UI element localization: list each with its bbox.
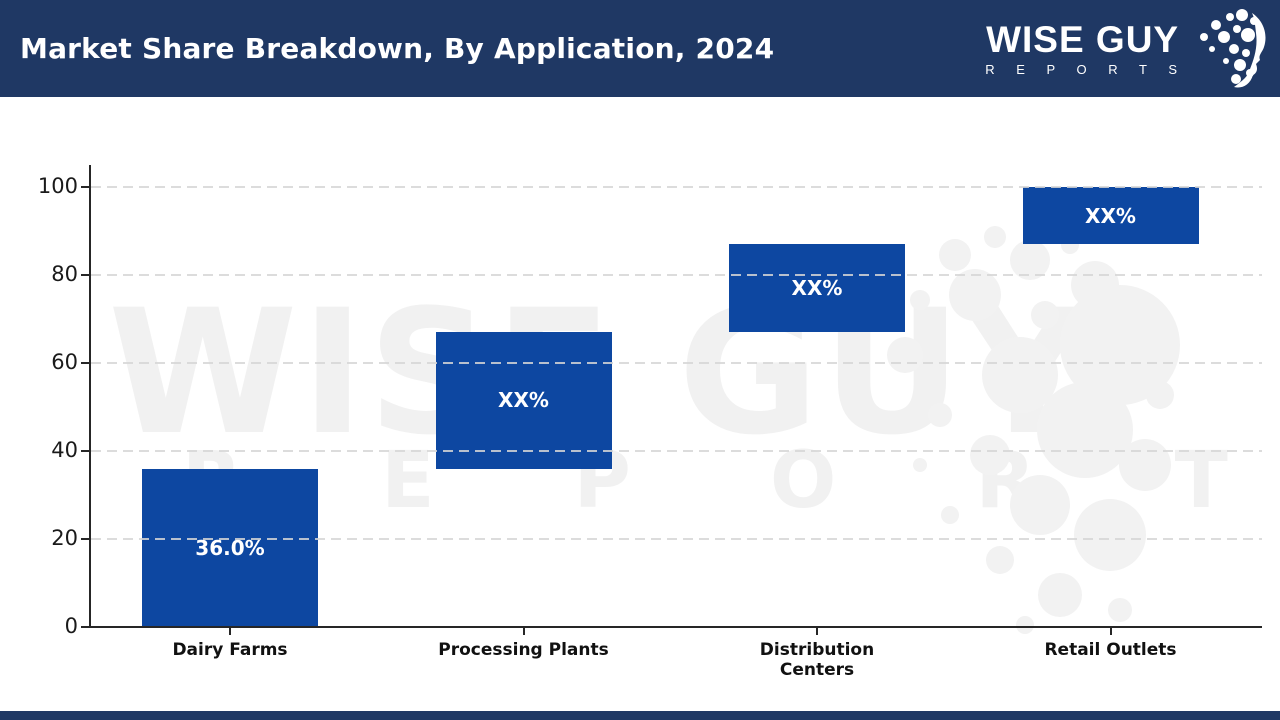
- gridline-y80: [91, 274, 1262, 276]
- brand-logo-text: WISE GUY R E P O R T S: [979, 21, 1186, 77]
- bar-segment-2: XX%: [435, 332, 612, 469]
- x-tick-mark-1: [229, 628, 231, 635]
- brand-logo: WISE GUY R E P O R T S: [979, 7, 1280, 91]
- watermark-dotted-head-icon: [887, 226, 1180, 634]
- x-tick-mark-2: [522, 628, 525, 635]
- y-tick-label-20: 20: [51, 526, 78, 550]
- bar-value-label: XX%: [791, 276, 843, 301]
- header-bar: Market Share Breakdown, By Application, …: [0, 0, 1280, 97]
- category-label-2: Processing Plants: [438, 640, 609, 660]
- bar-value-label: XX%: [498, 388, 549, 413]
- gridline-y40: [91, 450, 1262, 452]
- y-tick-mark-0: [81, 626, 89, 628]
- y-tick-mark-100: [81, 186, 89, 188]
- brand-name: WISE GUY: [986, 18, 1180, 60]
- x-tick-mark-3: [816, 628, 818, 635]
- bar-value-label: XX%: [1085, 203, 1136, 228]
- y-axis-line: [89, 165, 91, 628]
- category-label-3: Distribution Centers: [759, 640, 875, 681]
- y-tick-mark-20: [81, 538, 89, 540]
- y-tick-label-60: 60: [51, 350, 78, 374]
- x-tick-mark-4: [1109, 628, 1112, 635]
- bar-segment-4: XX%: [1022, 187, 1199, 245]
- y-tick-mark-40: [81, 450, 89, 452]
- bar-segment-1: 36.0%: [142, 468, 318, 627]
- y-tick-label-0: 0: [64, 614, 78, 638]
- footer-bar: [0, 711, 1280, 720]
- gridline-y20: [91, 538, 1262, 540]
- y-tick-label-80: 80: [51, 262, 78, 286]
- page-title: Market Share Breakdown, By Application, …: [20, 32, 775, 65]
- y-tick-label-100: 100: [37, 174, 78, 198]
- category-label-1: Dairy Farms: [172, 640, 288, 660]
- y-tick-mark-80: [81, 274, 89, 276]
- y-tick-mark-60: [81, 362, 89, 364]
- gridline-y100: [91, 186, 1262, 188]
- gridline-y60: [91, 362, 1262, 364]
- y-tick-label-40: 40: [51, 438, 78, 462]
- category-label-4: Retail Outlets: [1044, 640, 1177, 660]
- brand-head-icon: [1200, 8, 1266, 87]
- bar-segment-3: XX%: [729, 244, 905, 333]
- brand-subtitle: R E P O R T S: [985, 61, 1186, 77]
- x-axis-line: [89, 626, 1262, 628]
